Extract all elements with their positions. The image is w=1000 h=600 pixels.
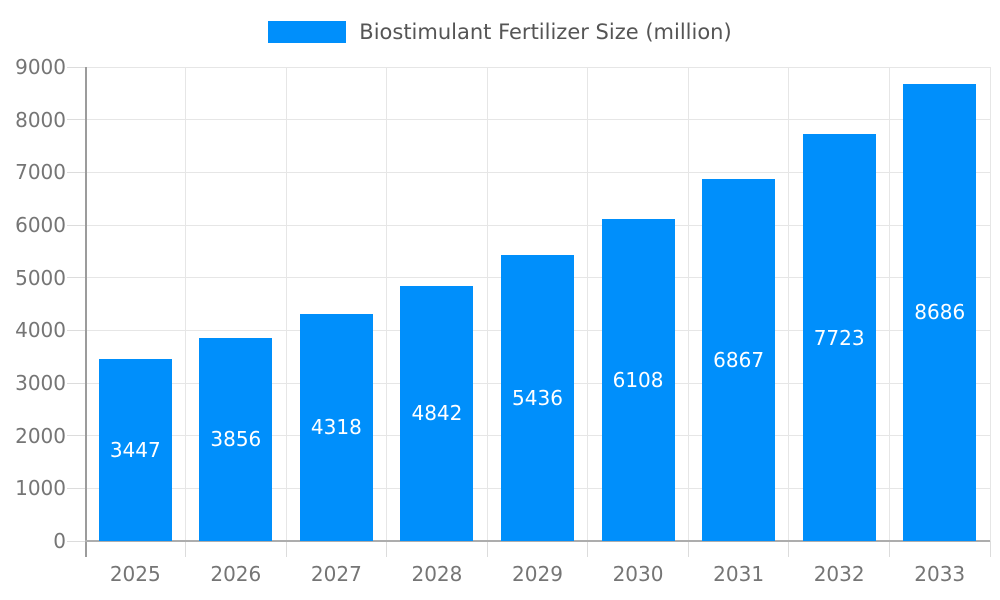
gridline-vertical bbox=[687, 67, 689, 541]
bar-value-label: 3447 bbox=[109, 438, 161, 463]
y-tick-label: 5000 bbox=[15, 265, 66, 290]
y-axis-tick bbox=[67, 329, 85, 331]
bar-2033[interactable]: 8686 bbox=[903, 83, 977, 541]
x-tick-label: 2032 bbox=[813, 562, 865, 586]
y-tick-label: 3000 bbox=[15, 371, 66, 395]
x-axis-tick bbox=[587, 541, 589, 557]
x-tick-label: 2033 bbox=[914, 562, 966, 586]
y-axis-tick bbox=[67, 487, 85, 489]
y-axis-tick bbox=[67, 119, 85, 121]
y-axis-tick bbox=[67, 382, 85, 384]
bar-value-label: 7723 bbox=[813, 325, 865, 350]
bar-2029[interactable]: 5436 bbox=[501, 254, 574, 541]
x-axis-tick bbox=[185, 541, 187, 557]
x-axis-tick bbox=[386, 541, 388, 557]
gridline-vertical bbox=[386, 67, 388, 541]
gridline-vertical bbox=[888, 67, 890, 541]
gridline-vertical bbox=[486, 67, 488, 541]
y-axis-tick bbox=[67, 224, 85, 226]
x-axis-tick bbox=[888, 541, 890, 557]
gridline-vertical bbox=[285, 67, 287, 541]
bar-value-label: 4318 bbox=[310, 415, 362, 440]
y-tick-label: 0 bbox=[53, 529, 66, 553]
gridline-vertical bbox=[185, 67, 187, 541]
x-axis-tick bbox=[788, 541, 790, 557]
bar-2031[interactable]: 6867 bbox=[702, 179, 776, 541]
y-tick-label: 8000 bbox=[15, 107, 66, 132]
gridline-horizontal bbox=[85, 224, 990, 226]
gridline-vertical bbox=[989, 67, 991, 541]
y-tick-label: 2000 bbox=[15, 423, 66, 448]
bar-2026[interactable]: 3856 bbox=[199, 337, 273, 541]
bar-value-label: 8686 bbox=[914, 300, 966, 325]
y-axis-tick bbox=[67, 277, 85, 279]
gridline-horizontal bbox=[85, 119, 990, 121]
y-tick-label: 6000 bbox=[15, 213, 66, 237]
gridline-vertical bbox=[788, 67, 790, 541]
x-axis-tick bbox=[989, 541, 991, 557]
gridline-horizontal bbox=[85, 66, 990, 68]
y-axis-tick bbox=[67, 540, 85, 542]
gridline-horizontal bbox=[85, 171, 990, 173]
bar-2025[interactable]: 3447 bbox=[98, 359, 172, 541]
y-tick-label: 4000 bbox=[15, 318, 66, 343]
legend-label: Biostimulant Fertilizer Size (million) bbox=[359, 20, 732, 44]
y-tick-label: 9000 bbox=[15, 55, 66, 79]
legend-swatch bbox=[268, 21, 347, 43]
y-tick-label: 1000 bbox=[15, 476, 66, 501]
bar-2028[interactable]: 4842 bbox=[400, 285, 474, 541]
bar-value-label: 3856 bbox=[210, 427, 262, 452]
legend[interactable]: Biostimulant Fertilizer Size (million) bbox=[0, 19, 1000, 45]
x-axis-tick bbox=[285, 541, 287, 557]
x-tick-label: 2030 bbox=[612, 562, 664, 586]
bar-value-label: 5436 bbox=[512, 385, 563, 410]
x-tick-label: 2028 bbox=[411, 562, 463, 586]
bar-value-label: 6108 bbox=[612, 368, 664, 393]
y-axis-line bbox=[85, 67, 87, 557]
bar-value-label: 6867 bbox=[713, 348, 765, 373]
bar-2027[interactable]: 4318 bbox=[299, 313, 373, 541]
x-axis-line bbox=[85, 540, 990, 542]
x-axis-tick bbox=[486, 541, 488, 557]
bar-value-label: 4842 bbox=[411, 401, 463, 426]
x-tick-label: 2026 bbox=[210, 562, 262, 586]
x-tick-label: 2029 bbox=[512, 562, 563, 586]
y-axis-tick bbox=[67, 171, 85, 173]
plot-area: 3447 3856 4318 4842 5436 6108 6867 7723 8686 bbox=[67, 66, 991, 557]
x-tick-label: 2031 bbox=[713, 562, 765, 586]
bar-2030[interactable]: 6108 bbox=[601, 219, 675, 541]
x-tick-label: 2027 bbox=[310, 562, 362, 586]
y-tick-label: 7000 bbox=[15, 160, 66, 185]
gridline-vertical bbox=[587, 67, 589, 541]
y-axis-tick bbox=[67, 66, 85, 68]
y-axis-tick bbox=[67, 435, 85, 437]
x-axis-tick bbox=[687, 541, 689, 557]
x-tick-label: 2025 bbox=[109, 562, 161, 586]
bar-2032[interactable]: 7723 bbox=[802, 134, 876, 541]
